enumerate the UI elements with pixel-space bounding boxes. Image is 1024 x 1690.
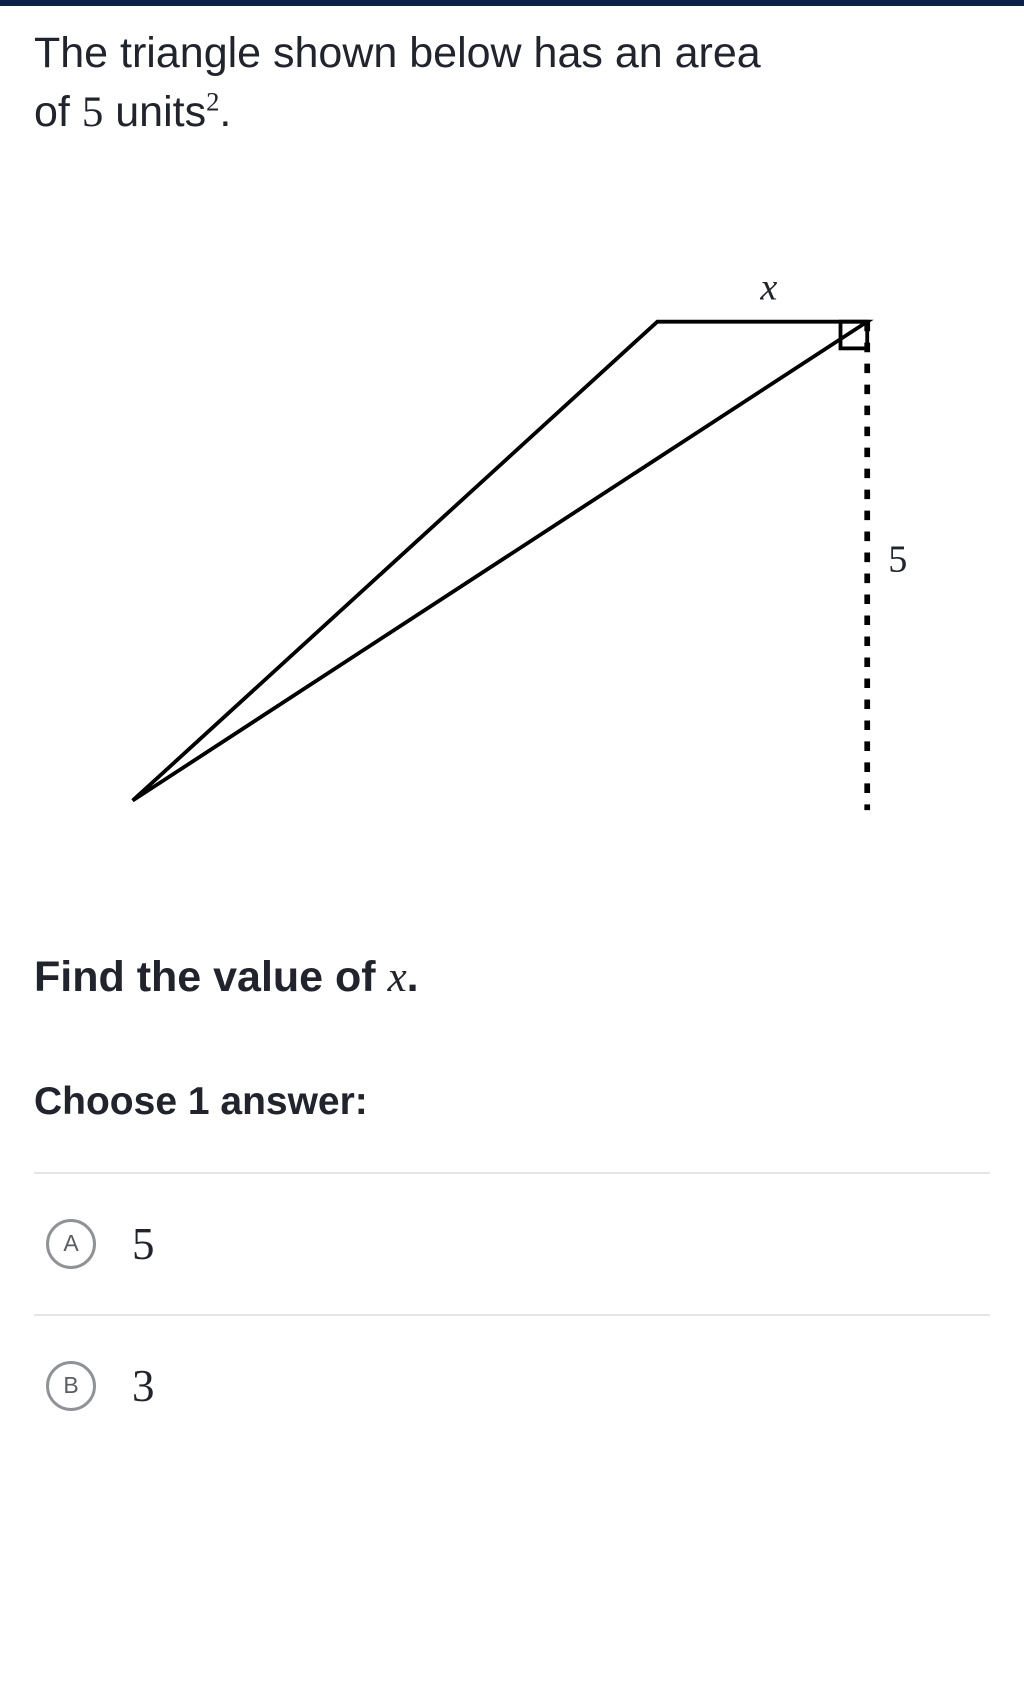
answer-choices: A 5 B 3 — [34, 1172, 990, 1442]
label-x: x — [759, 266, 777, 308]
unit-word: units — [103, 88, 206, 136]
find-prompt: Find the value of x. — [34, 953, 990, 1002]
question-text: The triangle shown below has an area of … — [34, 24, 990, 143]
choice-b[interactable]: B 3 — [34, 1314, 990, 1442]
question-line1: The triangle shown below has an area — [34, 29, 761, 77]
find-suffix: . — [407, 953, 419, 1001]
choice-a[interactable]: A 5 — [34, 1172, 990, 1314]
area-value: 5 — [82, 89, 104, 136]
choice-value-b: 3 — [132, 1360, 155, 1412]
question-content: The triangle shown below has an area of … — [0, 6, 1024, 1442]
triangle-svg: x 5 — [104, 233, 934, 853]
choice-value-a: 5 — [132, 1218, 155, 1270]
unit-exponent: 2 — [206, 87, 219, 117]
question-line2-prefix: of — [34, 88, 82, 136]
find-prefix: Find the value of — [34, 953, 388, 1001]
question-suffix: . — [219, 88, 231, 136]
choice-radio-a[interactable]: A — [46, 1219, 96, 1269]
triangle-figure: x 5 — [34, 233, 990, 923]
choose-label: Choose 1 answer: — [34, 1080, 990, 1124]
find-variable: x — [388, 954, 407, 1001]
label-height: 5 — [888, 538, 907, 580]
choice-radio-b[interactable]: B — [46, 1361, 96, 1411]
triangle-shape — [133, 321, 868, 800]
